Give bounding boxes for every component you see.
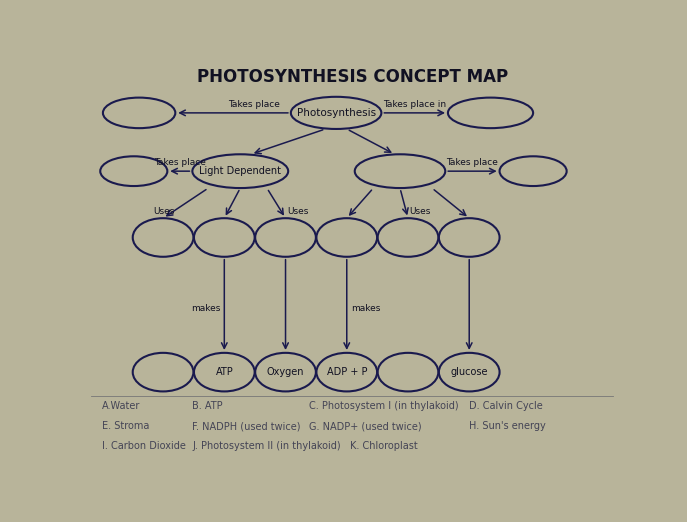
Text: Uses: Uses [154,207,175,216]
Text: Takes place: Takes place [447,158,498,167]
Text: I. Carbon Dioxide: I. Carbon Dioxide [102,442,185,452]
Text: Takes place in: Takes place in [383,100,447,109]
Text: C. Photosystem I (in thylakoid): C. Photosystem I (in thylakoid) [310,401,459,411]
Text: Photosynthesis: Photosynthesis [297,108,376,118]
Text: makes: makes [191,304,221,313]
Text: Uses: Uses [287,207,308,216]
Text: A.Water: A.Water [102,401,140,411]
Text: J. Photosystem II (in thylakoid)   K. Chloroplast: J. Photosystem II (in thylakoid) K. Chlo… [192,442,418,452]
Text: glucose: glucose [451,367,488,377]
Text: G. NADP+ (used twice): G. NADP+ (used twice) [310,421,422,431]
Text: Takes place: Takes place [229,100,280,109]
Text: E. Stroma: E. Stroma [102,421,149,431]
Text: D. Calvin Cycle: D. Calvin Cycle [469,401,543,411]
Text: Light Dependent: Light Dependent [199,166,281,176]
Text: ATP: ATP [216,367,233,377]
Text: Uses: Uses [409,207,431,216]
Text: B. ATP: B. ATP [192,401,223,411]
Text: makes: makes [350,304,380,313]
Text: H. Sun's energy: H. Sun's energy [469,421,546,431]
Text: Takes place: Takes place [154,158,206,167]
Text: ADP + P: ADP + P [326,367,367,377]
Text: F. NADPH (used twice): F. NADPH (used twice) [192,421,301,431]
Text: PHOTOSYNTHESIS CONCEPT MAP: PHOTOSYNTHESIS CONCEPT MAP [196,68,508,86]
Text: Oxygen: Oxygen [267,367,304,377]
